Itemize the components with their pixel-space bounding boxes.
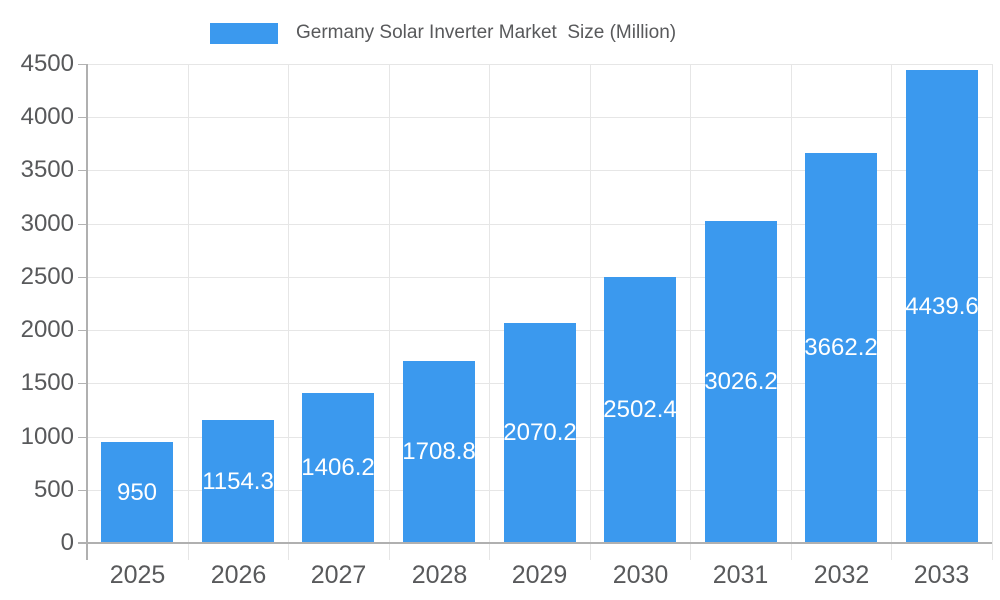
bar: 1406.2 xyxy=(301,393,375,543)
v-gridline xyxy=(992,64,993,560)
x-axis-label: 2032 xyxy=(813,561,870,589)
h-gridline xyxy=(87,64,992,65)
bar-value-label: 2070.2 xyxy=(503,419,577,446)
y-axis-label: 4000 xyxy=(20,103,74,130)
y-axis-label: 0 xyxy=(60,529,74,556)
bar-value-label: 1708.8 xyxy=(402,438,476,465)
bar-value-label: 2502.4 xyxy=(603,396,677,423)
bar: 2070.2 xyxy=(503,323,577,543)
x-axis-line xyxy=(78,542,992,544)
x-axis-label: 2031 xyxy=(712,561,769,589)
legend: Germany Solar Inverter Market Size (Mill… xyxy=(210,22,676,44)
h-gridline xyxy=(87,170,992,171)
y-axis-line xyxy=(86,64,88,560)
x-axis-label: 2027 xyxy=(310,561,367,589)
x-axis-label: 2030 xyxy=(612,561,669,589)
bar: 950 xyxy=(101,442,173,543)
legend-series-label: Germany Solar Inverter Market Size (Mill… xyxy=(296,22,677,43)
y-tick xyxy=(78,277,87,278)
y-axis-label: 1500 xyxy=(20,369,74,396)
bar: 2502.4 xyxy=(603,277,677,543)
h-gridline xyxy=(87,277,992,278)
y-axis-label: 2000 xyxy=(20,316,74,343)
h-gridline xyxy=(87,117,992,118)
x-axis-label: 2033 xyxy=(913,561,970,589)
v-gridline xyxy=(891,64,892,560)
y-tick xyxy=(78,170,87,171)
bar-value-label: 3662.2 xyxy=(804,334,878,361)
y-tick xyxy=(78,383,87,384)
y-axis-label: 3000 xyxy=(20,210,74,237)
y-axis-label: 1000 xyxy=(20,423,74,450)
y-axis-label: 3500 xyxy=(20,156,74,183)
y-tick xyxy=(78,224,87,225)
bar-value-label: 950 xyxy=(116,478,158,506)
bar: 4439.6 xyxy=(905,70,979,543)
bar: 1708.8 xyxy=(402,361,476,543)
bar-value-label: 4439.6 xyxy=(905,292,979,320)
bar: 1154.3 xyxy=(202,420,274,543)
bar: 3662.2 xyxy=(804,153,878,543)
y-axis-label: 500 xyxy=(33,476,74,503)
y-tick xyxy=(78,490,87,491)
bar: 3026.2 xyxy=(704,221,778,543)
x-axis-label: 2028 xyxy=(411,561,468,589)
y-axis-label: 2500 xyxy=(20,263,74,290)
y-tick xyxy=(78,117,87,118)
legend-swatch xyxy=(210,22,278,44)
v-gridline xyxy=(690,64,691,560)
v-gridline xyxy=(389,64,390,560)
y-tick xyxy=(78,437,87,438)
y-tick xyxy=(78,64,87,65)
bar-value-label: 1406.2 xyxy=(301,454,375,481)
x-axis-label: 2026 xyxy=(210,561,267,589)
v-gridline xyxy=(590,64,591,560)
v-gridline xyxy=(288,64,289,560)
h-gridline xyxy=(87,224,992,225)
x-axis-label: 2029 xyxy=(511,561,568,589)
y-tick xyxy=(78,330,87,331)
v-gridline xyxy=(188,64,189,560)
y-axis-label: 4500 xyxy=(20,50,74,77)
v-gridline xyxy=(489,64,490,560)
bar-value-label: 3026.2 xyxy=(704,368,778,395)
bar-value-label: 1154.3 xyxy=(202,467,274,495)
v-gridline xyxy=(791,64,792,560)
x-axis-label: 2025 xyxy=(109,561,166,589)
